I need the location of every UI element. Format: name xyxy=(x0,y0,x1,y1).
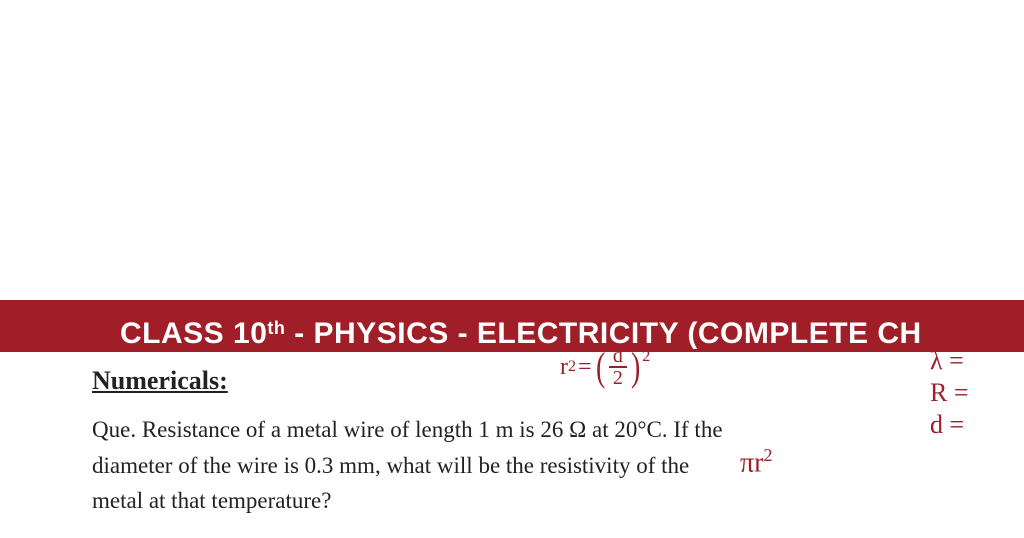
question-line-1: Resistance of a metal wire of length 1 m… xyxy=(142,417,723,442)
question-label: Que. xyxy=(92,417,136,442)
handwriting-variable-list: λ = R = d = xyxy=(930,348,969,444)
hand-d-line: d = xyxy=(930,412,969,438)
section-heading: Numericals: xyxy=(92,366,1024,396)
content-area: Numericals: Que. Resistance of a metal w… xyxy=(0,352,1024,519)
hand-trail-sup: 2 xyxy=(642,349,650,365)
question-line-3: metal at that temperature? xyxy=(92,488,331,513)
question-line-2: diameter of the wire is 0.3 mm, what wil… xyxy=(92,453,689,478)
banner-text-pre: CLASS 10 xyxy=(120,317,267,350)
question-block: Que. Resistance of a metal wire of lengt… xyxy=(92,412,862,519)
banner-text-post: - PHYSICS - ELECTRICITY (COMPLETE CH xyxy=(285,317,921,350)
upper-blank-region xyxy=(0,0,1024,300)
chapter-banner: CLASS 10th - PHYSICS - ELECTRICITY (COMP… xyxy=(0,300,1024,352)
banner-text-sup: th xyxy=(267,318,285,338)
